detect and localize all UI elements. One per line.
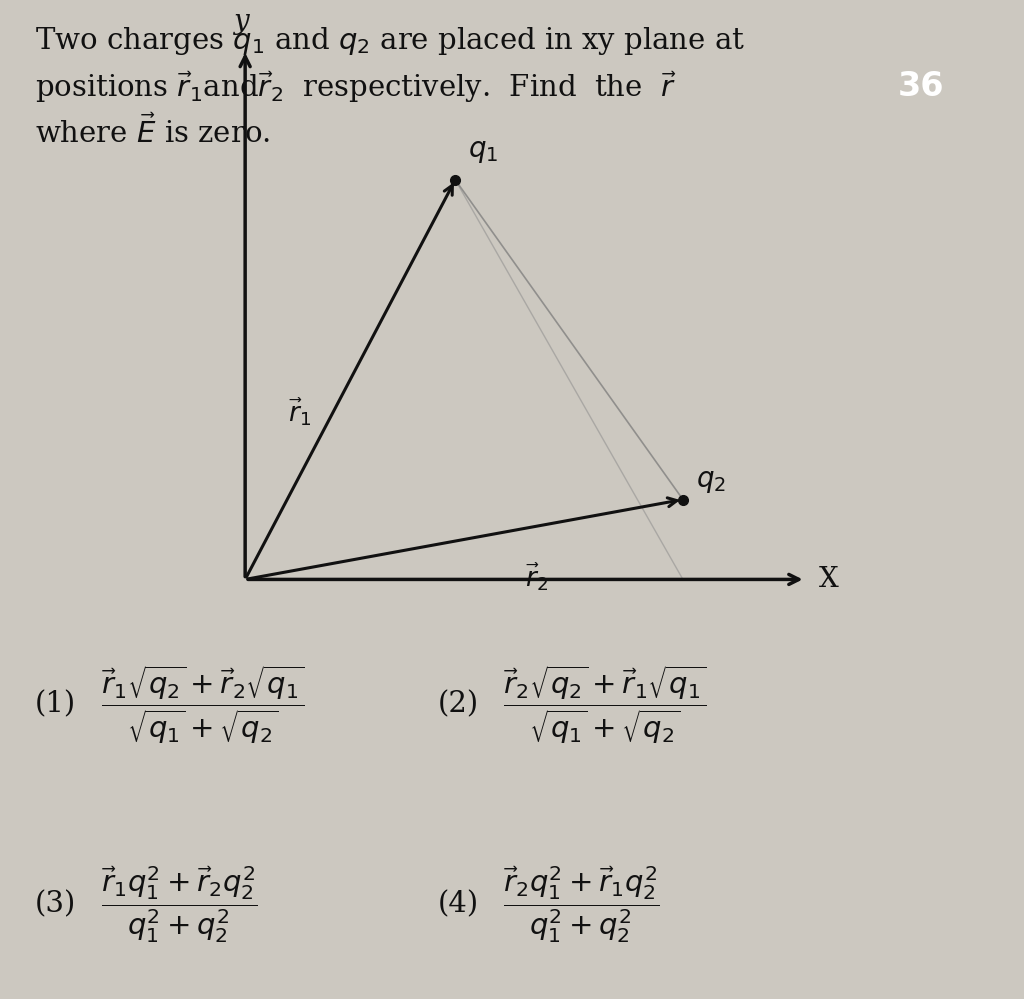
- Text: X: X: [818, 565, 839, 593]
- Text: y: y: [232, 8, 249, 35]
- Text: $\dfrac{\vec{r}_1\sqrt{q_2}+\vec{r}_2\sqrt{q_1}}{\sqrt{q_1}+\sqrt{q_2}}$: $\dfrac{\vec{r}_1\sqrt{q_2}+\vec{r}_2\sq…: [100, 663, 304, 745]
- Text: 36: 36: [898, 70, 944, 103]
- Text: $q_2$: $q_2$: [696, 468, 726, 495]
- Text: Two charges $q_1$ and $q_2$ are placed in xy plane at: Two charges $q_1$ and $q_2$ are placed i…: [35, 25, 745, 57]
- Text: (3): (3): [35, 890, 76, 918]
- Text: (1): (1): [35, 690, 76, 718]
- Text: $\dfrac{\vec{r}_1 q_1^2+\vec{r}_2 q_2^2}{q_1^2+q_2^2}$: $\dfrac{\vec{r}_1 q_1^2+\vec{r}_2 q_2^2}…: [100, 864, 258, 944]
- Text: $\vec{r}_2$: $\vec{r}_2$: [525, 561, 549, 593]
- Text: (4): (4): [438, 890, 479, 918]
- Text: $\dfrac{\vec{r}_2 q_1^2+\vec{r}_1 q_2^2}{q_1^2+q_2^2}$: $\dfrac{\vec{r}_2 q_1^2+\vec{r}_1 q_2^2}…: [504, 864, 660, 944]
- Text: positions $\vec{r}_1$and$\vec{r}_2$  respectively.  Find  the  $\vec{r}$: positions $\vec{r}_1$and$\vec{r}_2$ resp…: [35, 70, 677, 105]
- Text: where $\vec{E}$ is zero.: where $\vec{E}$ is zero.: [35, 115, 270, 149]
- Text: $\vec{r}_1$: $\vec{r}_1$: [289, 396, 311, 428]
- Text: $\dfrac{\vec{r}_2\sqrt{q_2}+\vec{r}_1\sqrt{q_1}}{\sqrt{q_1}+\sqrt{q_2}}$: $\dfrac{\vec{r}_2\sqrt{q_2}+\vec{r}_1\sq…: [504, 663, 708, 745]
- Text: (2): (2): [438, 690, 479, 718]
- Text: $q_1$: $q_1$: [468, 138, 499, 165]
